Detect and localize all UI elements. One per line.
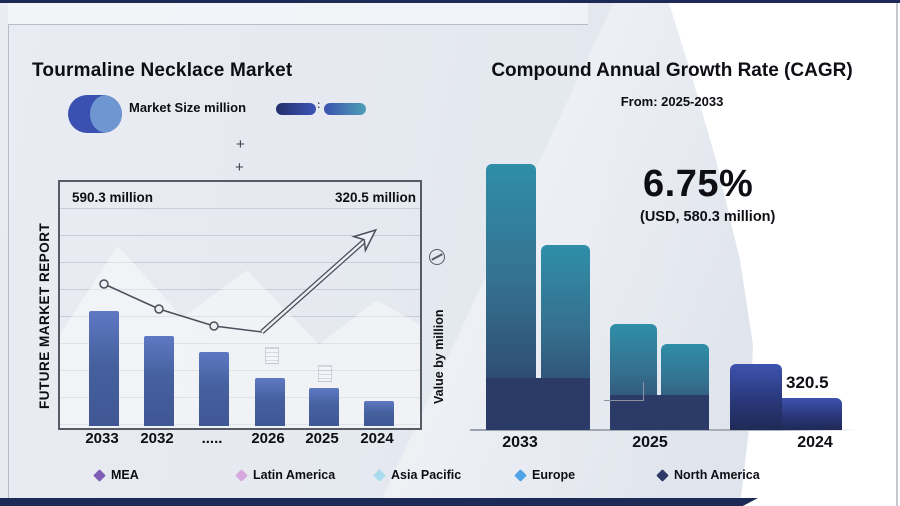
bracket-mark <box>604 400 644 401</box>
legend-label: MEA <box>111 468 139 482</box>
legend-label: North America <box>674 468 760 482</box>
mea-diamond-icon <box>93 468 106 482</box>
plus-icon: + <box>235 159 244 176</box>
cagr-title: Compound Annual Growth Rate (CAGR) <box>491 60 853 81</box>
bottom-navy-strip <box>0 498 758 506</box>
bar <box>255 378 285 426</box>
bar-annotation: 320.5 <box>786 373 829 392</box>
bar <box>364 401 394 426</box>
right-chart-axis <box>470 429 856 431</box>
cylinder-icon <box>68 95 122 133</box>
trend-line-arrow <box>99 228 378 334</box>
legend-item: North America <box>656 468 760 482</box>
left-chart-top-right-label: 320.5 million <box>334 190 416 205</box>
bar <box>782 398 842 430</box>
document-watermark-icon <box>265 347 279 364</box>
left-chart-top-left-label: 590.3 million <box>72 190 154 205</box>
bar-base <box>486 378 590 430</box>
page-title: Tourmaline Necklace Market <box>32 60 293 81</box>
bracket-mark <box>643 382 644 401</box>
latin-america-diamond-icon <box>235 468 248 482</box>
region-legend: MEA Latin America Asia Pacific Europe North … <box>0 466 900 488</box>
legend-label: Europe <box>532 468 576 482</box>
ratio-separator: : <box>317 100 321 111</box>
ratio-pill-left <box>276 103 316 115</box>
bar <box>89 311 119 426</box>
left-chart-bars <box>60 182 420 428</box>
cylinder-end <box>90 95 122 133</box>
legend-label: Latin America <box>253 468 336 482</box>
bar <box>309 388 339 426</box>
plus-icon: + <box>236 136 245 153</box>
x-tick-label: 2025 <box>305 430 339 447</box>
circle-slash-icon <box>429 249 445 265</box>
right-edge-line <box>896 0 898 506</box>
bar <box>730 364 782 430</box>
market-size-label: Market Size million <box>129 100 247 115</box>
x-tick-label: 2032 <box>140 430 174 447</box>
legend-label: Asia Pacific <box>391 468 462 482</box>
legend-item: Latin America <box>235 468 336 482</box>
x-tick-label: 2025 <box>632 434 668 451</box>
x-tick-label: ..... <box>201 430 223 447</box>
cagr-value: 6.75% <box>643 163 754 205</box>
asia-pacific-diamond-icon <box>373 468 386 482</box>
left-chart-xlabels: 2033 2032..... 2026 2025 2024 <box>58 430 418 448</box>
cagr-subtitle: From: 2025-2033 <box>620 94 724 109</box>
x-tick-label: 2033 <box>85 430 119 447</box>
bar <box>199 352 229 426</box>
legend-item: Europe <box>514 468 576 482</box>
x-tick-label: 2026 <box>251 430 285 447</box>
left-edge-line <box>8 24 9 506</box>
ratio-pill-right <box>324 103 366 115</box>
x-tick-label: 2033 <box>502 434 538 451</box>
top-band <box>8 3 588 25</box>
bar <box>144 336 174 426</box>
top-navy-strip <box>0 0 900 3</box>
x-tick-label: 2024 <box>360 430 394 447</box>
x-tick-label: 2024 <box>797 434 833 451</box>
document-watermark-icon <box>318 365 332 382</box>
legend-item: Asia Pacific <box>373 468 462 482</box>
north-america-diamond-icon <box>656 468 669 482</box>
cagr-detail: (USD, 580.3 million) <box>640 209 776 225</box>
legend-item: MEA <box>93 468 139 482</box>
europe-diamond-icon <box>514 468 527 482</box>
